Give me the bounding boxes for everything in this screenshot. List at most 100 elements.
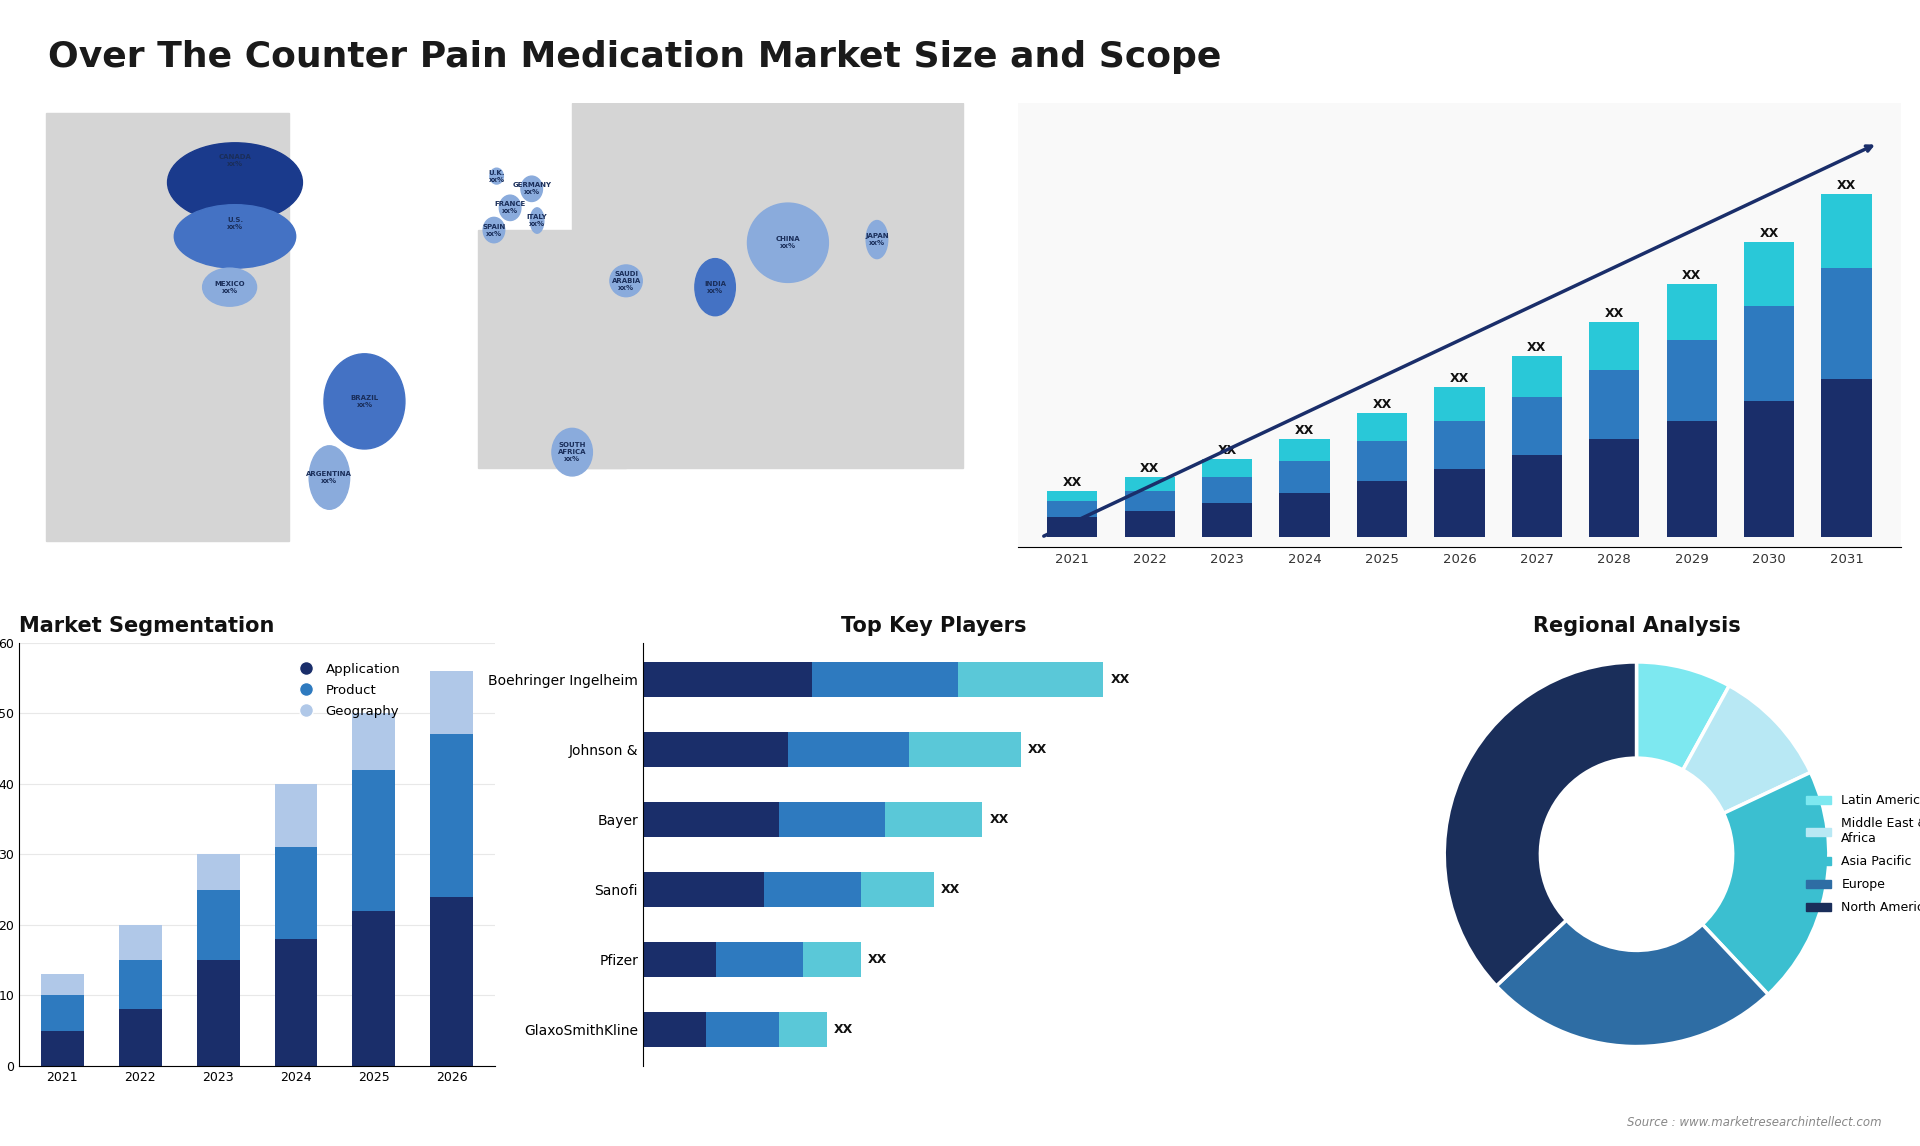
Bar (40, 1030, 84, 1066)
Ellipse shape (324, 354, 405, 449)
Bar (1125, 477, 1175, 490)
Legend: Latin America, Middle East &
Africa, Asia Pacific, Europe, North America: Latin America, Middle East & Africa, Asi… (1801, 790, 1920, 919)
Ellipse shape (695, 259, 735, 315)
Text: XX: XX (989, 813, 1008, 826)
Text: XX: XX (1217, 444, 1236, 457)
Bar (1590, 439, 1640, 537)
Ellipse shape (866, 220, 887, 259)
Bar (1434, 469, 1484, 537)
Bar (1279, 439, 1331, 461)
Text: SPAIN
xx%: SPAIN xx% (482, 223, 505, 236)
Bar (1511, 356, 1563, 397)
Ellipse shape (611, 265, 643, 297)
Bar (1667, 421, 1716, 537)
Text: INDIA
xx%: INDIA xx% (705, 281, 726, 293)
Bar (643, 662, 812, 697)
Bar (119, 925, 161, 960)
Bar (40, 995, 84, 1030)
Bar (430, 735, 472, 896)
Text: XX: XX (1759, 227, 1778, 240)
Ellipse shape (175, 205, 296, 268)
Bar (1743, 306, 1795, 401)
Bar (1667, 284, 1716, 340)
Bar (1357, 481, 1407, 537)
Bar (46, 112, 288, 541)
Title: Regional Analysis: Regional Analysis (1532, 615, 1740, 636)
Ellipse shape (490, 168, 503, 185)
Text: XX: XX (1062, 476, 1081, 489)
Ellipse shape (499, 195, 520, 220)
Bar (778, 802, 885, 837)
Bar (353, 713, 396, 770)
Bar (1202, 458, 1252, 477)
Text: ARGENTINA
xx%: ARGENTINA xx% (307, 471, 353, 484)
Bar (958, 662, 1104, 697)
Text: XX: XX (1605, 307, 1624, 320)
Bar (860, 872, 933, 906)
Ellipse shape (167, 143, 303, 222)
Bar (196, 854, 240, 889)
Bar (572, 103, 964, 468)
Bar (1279, 493, 1331, 537)
Bar (1434, 386, 1484, 421)
Text: XX: XX (941, 882, 960, 896)
Bar (1822, 194, 1872, 268)
Circle shape (1540, 759, 1732, 950)
Wedge shape (1444, 662, 1636, 986)
Bar (430, 670, 472, 735)
Bar (643, 1012, 707, 1046)
Wedge shape (1636, 662, 1730, 770)
Text: XX: XX (868, 952, 887, 966)
Bar (789, 732, 910, 767)
Text: XX: XX (835, 1022, 854, 1036)
Bar (430, 896, 472, 1066)
Bar (40, 974, 84, 995)
Text: XX: XX (1373, 398, 1392, 410)
Text: XX: XX (1294, 424, 1313, 437)
Bar (1511, 397, 1563, 455)
Bar (275, 784, 317, 847)
Bar (707, 1012, 778, 1046)
Bar (1822, 268, 1872, 378)
Text: XX: XX (1682, 269, 1701, 282)
Ellipse shape (204, 268, 257, 306)
Text: SAUDI
ARABIA
xx%: SAUDI ARABIA xx% (611, 270, 641, 291)
Text: U.K.
xx%: U.K. xx% (488, 170, 505, 182)
Bar (353, 911, 396, 1066)
Bar (1202, 477, 1252, 503)
Text: SOUTH
AFRICA
xx%: SOUTH AFRICA xx% (559, 442, 586, 462)
Text: BRAZIL
xx%: BRAZIL xx% (349, 395, 378, 408)
Text: XX: XX (1526, 342, 1546, 354)
Text: XX: XX (1027, 743, 1046, 756)
Text: U.S.
xx%: U.S. xx% (227, 218, 244, 230)
Bar (643, 942, 716, 976)
Ellipse shape (747, 203, 828, 282)
Bar (1357, 441, 1407, 481)
Text: XX: XX (1450, 371, 1469, 385)
Bar (643, 802, 778, 837)
Bar (1511, 455, 1563, 537)
Bar (885, 802, 981, 837)
Ellipse shape (530, 207, 543, 234)
Ellipse shape (309, 446, 349, 509)
Bar (716, 942, 803, 976)
Bar (478, 230, 626, 468)
Bar (1743, 401, 1795, 537)
Wedge shape (1682, 685, 1811, 814)
Bar (275, 939, 317, 1066)
Bar (1590, 322, 1640, 370)
Bar (1046, 490, 1098, 501)
Ellipse shape (520, 176, 543, 202)
Title: Top Key Players: Top Key Players (841, 615, 1027, 636)
Bar (643, 732, 789, 767)
Text: ITALY
xx%: ITALY xx% (526, 214, 547, 227)
Text: MEXICO
xx%: MEXICO xx% (215, 281, 246, 293)
Text: XX: XX (1837, 179, 1857, 191)
Bar (1590, 370, 1640, 439)
Bar (910, 732, 1021, 767)
Bar (1125, 490, 1175, 511)
Text: FRANCE
xx%: FRANCE xx% (495, 202, 526, 214)
Bar (1046, 517, 1098, 537)
Text: Over The Counter Pain Medication Market Size and Scope: Over The Counter Pain Medication Market … (48, 40, 1221, 74)
Legend: Application, Product, Geography: Application, Product, Geography (288, 658, 405, 723)
